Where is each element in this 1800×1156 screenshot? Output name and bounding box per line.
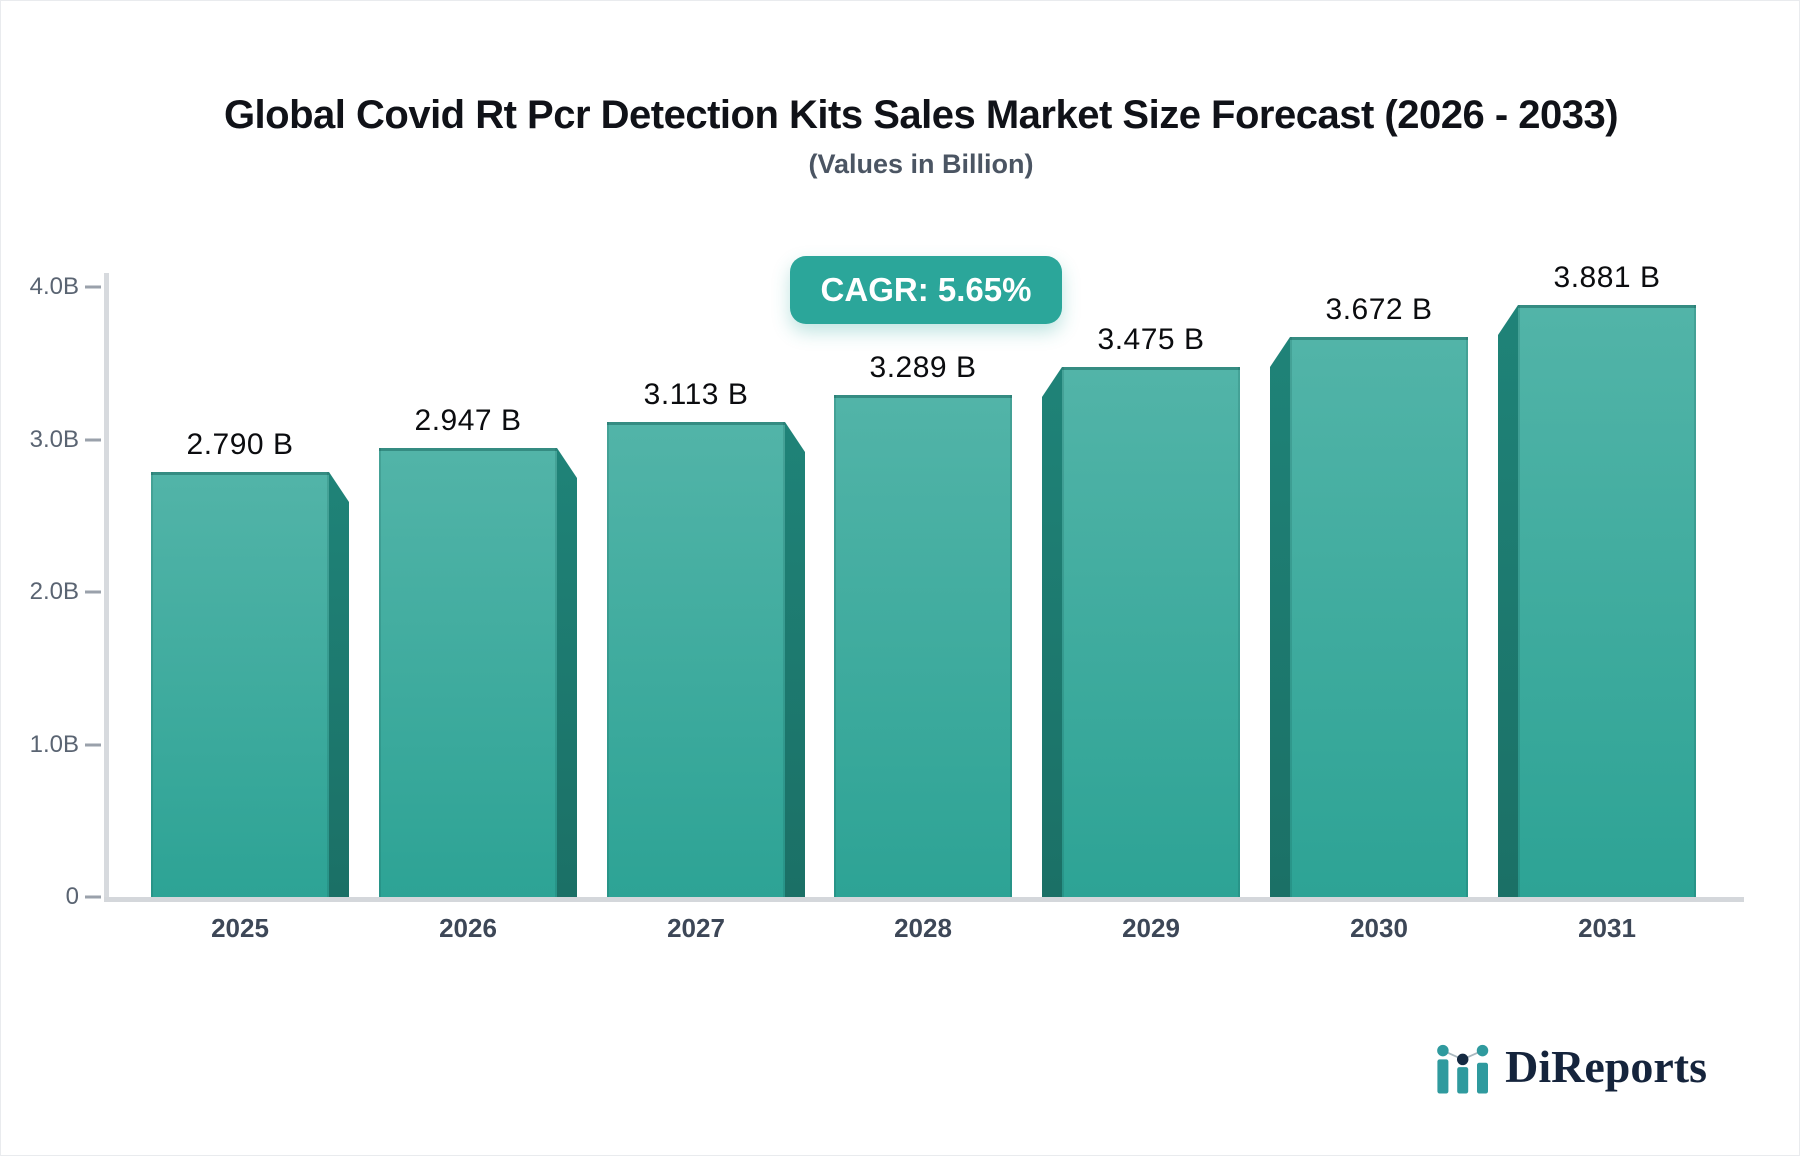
- chart-title: Global Covid Rt Pcr Detection Kits Sales…: [223, 93, 1619, 137]
- bar-side-shadow: [785, 422, 805, 897]
- logo: DiReports: [1433, 1037, 1707, 1095]
- bar-value-label: 3.475 B: [1097, 323, 1205, 356]
- x-axis-tick-label: 2028: [894, 913, 952, 943]
- bar-side-shadow: [1498, 305, 1518, 897]
- bar-face: [834, 395, 1012, 897]
- bar-chart-logo-icon: [1437, 1044, 1489, 1094]
- cagr-badge: CAGR: 5.65%: [790, 256, 1062, 324]
- x-axis-tick-label: 2025: [211, 913, 269, 943]
- x-axis-tick-label: 2027: [667, 913, 725, 943]
- bar-value-label: 3.672 B: [1325, 293, 1433, 326]
- bar-side-shadow: [557, 448, 577, 897]
- bar-value-label: 3.113 B: [643, 378, 749, 411]
- bar-value-label: 2.947 B: [414, 404, 522, 437]
- logo-text: DiReports: [1505, 1040, 1707, 1092]
- y-axis-tick-label: 2.0B: [29, 578, 79, 605]
- y-axis-tick-label: 0: [65, 883, 79, 910]
- y-axis-tick-mark: [85, 743, 101, 746]
- cagr-badge-label: CAGR: 5.65%: [820, 271, 1032, 308]
- bar-face: [607, 422, 785, 897]
- bar-side-shadow: [1042, 367, 1062, 897]
- bar-face: [1062, 367, 1240, 897]
- bar-side-shadow: [1270, 337, 1290, 897]
- bar-face: [1518, 305, 1696, 897]
- bar-face: [1290, 337, 1468, 897]
- chart-subtitle: (Values in Billion): [808, 149, 1034, 179]
- bar-face: [151, 472, 329, 897]
- y-axis-tick-mark: [85, 438, 101, 441]
- x-axis-line: [104, 897, 1744, 902]
- y-axis-tick-label: 4.0B: [29, 273, 79, 300]
- x-axis-tick-label: 2031: [1578, 913, 1636, 943]
- y-axis-tick-label: 3.0B: [29, 425, 79, 453]
- y-axis-line: [104, 273, 109, 902]
- x-axis-tick-label: 2030: [1350, 913, 1408, 943]
- y-axis-tick-label: 1.0B: [29, 730, 79, 758]
- y-axis-tick-mark: [85, 895, 101, 899]
- y-axis-tick-mark: [85, 285, 101, 289]
- x-axis-tick-label: 2029: [1122, 913, 1180, 943]
- y-axis-tick-mark: [85, 590, 101, 594]
- bar-value-label: 3.881 B: [1553, 261, 1661, 294]
- bar-value-label: 3.289 B: [869, 351, 977, 384]
- x-axis-tick-label: 2026: [439, 913, 497, 943]
- bar-face: [379, 448, 557, 897]
- bar-side-shadow: [329, 472, 349, 897]
- bar-value-label: 2.790 B: [186, 428, 294, 461]
